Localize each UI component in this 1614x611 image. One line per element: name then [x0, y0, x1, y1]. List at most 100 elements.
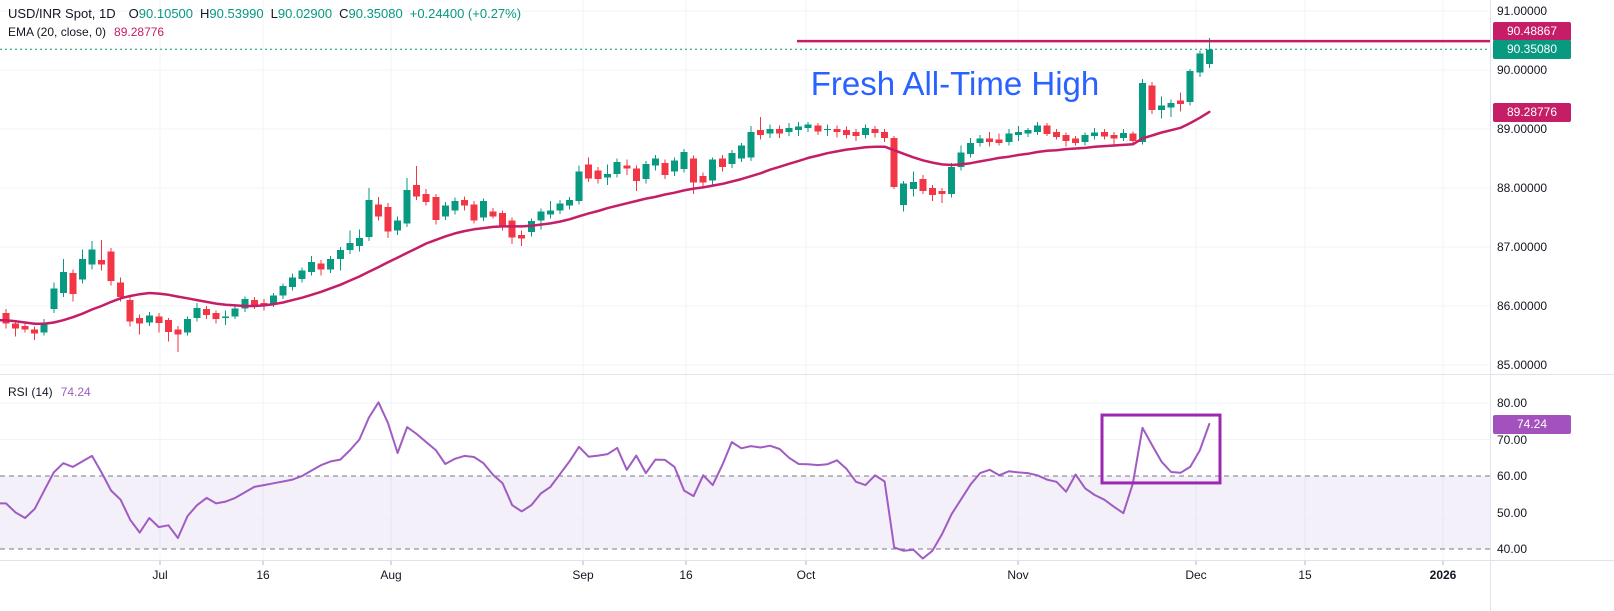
candle-wick — [416, 166, 418, 200]
candle-down — [260, 303, 268, 305]
candle-down — [21, 326, 29, 330]
candle-down — [757, 130, 764, 135]
rsi-line — [0, 401, 1211, 560]
symbol-title[interactable]: USD/INR Spot, 1D — [8, 6, 116, 21]
candle-up — [709, 159, 717, 181]
candle-down — [890, 137, 898, 187]
candle-up — [747, 131, 755, 158]
candle-up — [1186, 71, 1194, 102]
candle-down — [317, 263, 325, 270]
candle-up — [642, 163, 650, 180]
candle-up — [1091, 132, 1099, 136]
rsi-axis-label: 50.00 — [1497, 505, 1528, 520]
candle-up — [1014, 131, 1022, 135]
candle-down — [12, 323, 20, 329]
price-axis-label: 91.00000 — [1497, 4, 1548, 18]
candle-up — [804, 124, 812, 128]
price-badge: 89.28776 — [1493, 102, 1571, 122]
ohlc-values: O90.10500 H90.53990 L90.02900 C90.35080 — [122, 6, 403, 21]
candle-up — [241, 298, 249, 309]
candle-down — [1062, 134, 1070, 141]
candle-up — [1205, 49, 1213, 64]
candle-up — [967, 143, 975, 154]
candle-up — [145, 315, 153, 323]
rsi-rectangle-annotation[interactable] — [1100, 413, 1222, 485]
ohlc-value: 90.35080 — [348, 6, 403, 21]
time-axis-label: Aug — [380, 568, 402, 582]
candle-wick — [1170, 99, 1172, 118]
candle-down — [384, 206, 392, 232]
candle-up — [566, 199, 573, 206]
rsi-legend-label[interactable]: RSI (14) — [8, 385, 53, 399]
candle-down — [833, 129, 841, 132]
candle-up — [88, 249, 96, 265]
price-axis-label: 85.00000 — [1497, 358, 1548, 372]
ohlc-key: C — [339, 6, 349, 21]
candle-up — [575, 171, 583, 201]
candle-wick — [826, 124, 828, 137]
candle-up — [222, 316, 230, 318]
candle-up — [823, 129, 831, 131]
candle-up — [308, 261, 316, 272]
candle-up — [900, 183, 908, 206]
candle-up — [1081, 134, 1089, 142]
symbol-legend: USD/INR Spot, 1D O90.10500 H90.53990 L90.02… — [8, 6, 521, 21]
price-axis-label: 90.00000 — [1497, 63, 1548, 77]
time-axis-label: 16 — [256, 568, 270, 582]
candle-up — [604, 173, 612, 178]
change-value: +0.24400 (+0.27%) — [409, 6, 522, 21]
candle-down — [1177, 100, 1185, 105]
candle-up — [737, 145, 745, 159]
price-badge: 90.48867 — [1493, 21, 1571, 41]
candle-down — [518, 235, 526, 239]
candle-up — [346, 242, 354, 250]
candle-up — [403, 189, 411, 224]
candle-up — [193, 307, 201, 318]
candle-down — [117, 282, 125, 298]
candle-down — [212, 313, 220, 319]
candle-down — [718, 158, 726, 167]
candle-down — [585, 164, 593, 179]
candle-down — [1110, 134, 1118, 139]
candle-wick — [349, 230, 351, 255]
candle-down — [98, 260, 105, 265]
candle-down — [432, 196, 440, 220]
candle-up — [231, 308, 239, 317]
candle-up — [78, 258, 86, 280]
candle-down — [203, 308, 211, 315]
ohlc-value: 90.02900 — [277, 6, 333, 21]
candle-up — [537, 211, 545, 221]
candle-down — [842, 130, 850, 135]
time-axis-label: 2026 — [1429, 568, 1457, 582]
candle-wick — [177, 326, 179, 353]
candle-down — [852, 131, 860, 136]
ohlc-value: 90.10500 — [138, 6, 194, 21]
candle-up — [728, 153, 736, 164]
text-annotation[interactable]: Fresh All-Time High — [810, 65, 1100, 102]
candle-up — [795, 126, 803, 131]
candle-down — [499, 212, 507, 228]
price-axis-label: 88.00000 — [1497, 181, 1548, 195]
ema-line — [0, 110, 1211, 325]
candle-up — [1167, 103, 1175, 108]
rsi-axis-label: 70.00 — [1497, 432, 1528, 447]
candle-down — [2, 313, 10, 324]
price-badge: 90.35080 — [1493, 39, 1571, 59]
time-axis-separator — [0, 560, 1614, 561]
time-axis-label: Dec — [1185, 568, 1207, 582]
candle-down — [1043, 125, 1051, 134]
candle-down — [413, 185, 421, 197]
ema-legend-label[interactable]: EMA (20, close, 0) — [8, 25, 107, 39]
ema-legend: EMA (20, close, 0) 89.28776 — [8, 25, 164, 39]
price-axis-label: 89.00000 — [1497, 122, 1548, 136]
candle-wick — [549, 201, 551, 219]
candle-down — [881, 131, 889, 138]
candle-up — [279, 285, 287, 296]
candle-up — [50, 288, 58, 309]
candle-up — [355, 238, 363, 246]
candle-down — [107, 251, 115, 282]
candle-wick — [760, 117, 761, 140]
candle-up — [59, 271, 67, 293]
pane-separator[interactable] — [0, 374, 1614, 375]
